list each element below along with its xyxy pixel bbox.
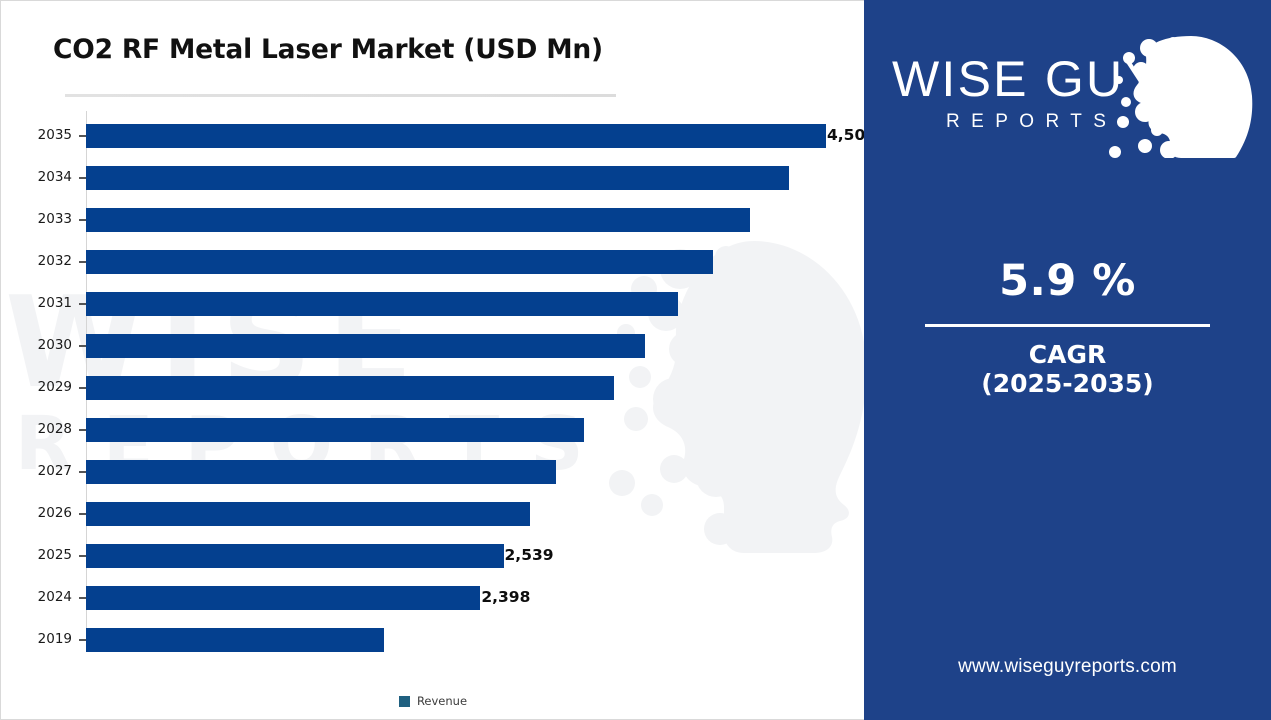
bar-row: 2030 — [1, 325, 864, 367]
bar-value-label: 4,500 — [827, 126, 864, 145]
chart-title: CO2 RF Metal Laser Market (USD Mn) — [53, 34, 603, 65]
bar-2027[interactable] — [86, 460, 557, 484]
bar-2035[interactable] — [86, 124, 826, 148]
bar-row: 2027 — [1, 451, 864, 493]
bar-2031[interactable] — [86, 292, 678, 316]
cagr-divider — [925, 324, 1210, 327]
bar-2030[interactable] — [86, 334, 646, 358]
cagr-period: (2025-2035) — [981, 369, 1154, 399]
chart-panel: WISE REPORTS — [0, 0, 864, 720]
logo-wise-guy-text: WISE GUY — [891, 51, 1161, 107]
cagr-value: 5.9 % — [999, 256, 1136, 306]
bar-2024[interactable] — [86, 586, 481, 610]
company-logo: WISE GUY REPORTS — [864, 36, 1271, 158]
y-axis-tick-label: 2024 — [37, 589, 72, 606]
y-axis-tick-mark — [79, 303, 86, 305]
legend-swatch-revenue — [398, 695, 410, 707]
y-axis-tick-mark — [79, 219, 86, 221]
bar-2029[interactable] — [86, 376, 614, 400]
bar-row: 2032 — [1, 241, 864, 283]
logo-reports-text: REPORTS — [946, 111, 1118, 132]
y-axis-tick-mark — [79, 177, 86, 179]
bar-2019[interactable] — [86, 628, 384, 652]
brand-panel: WISE GUY REPORTS — [864, 0, 1271, 720]
bar-row: 2019 — [1, 619, 864, 661]
bar-row: 2028 — [1, 409, 864, 451]
y-axis-tick-label: 2035 — [37, 127, 72, 144]
chart-legend: Revenue — [1, 694, 864, 708]
y-axis-tick-label: 2032 — [37, 253, 72, 270]
plot-area: 2035 4,500 2034 2033 2032 2031 2030 2029 2028 202… — [1, 111, 864, 656]
bar-2028[interactable] — [86, 418, 585, 442]
y-axis-tick-mark — [79, 555, 86, 557]
bar-2025[interactable] — [86, 544, 504, 568]
bar-row: 2031 — [1, 283, 864, 325]
y-axis-tick-label: 2027 — [37, 463, 72, 480]
bar-2033[interactable] — [86, 208, 751, 232]
y-axis-tick-label: 2025 — [37, 547, 72, 564]
y-axis-tick-label: 2030 — [37, 337, 72, 354]
y-axis-tick-mark — [79, 639, 86, 641]
bar-row: 2029 — [1, 367, 864, 409]
title-divider — [65, 94, 616, 97]
y-axis-tick-label: 2029 — [37, 379, 72, 396]
bar-value-label: 2,539 — [504, 546, 554, 565]
bar-value-label: 2,398 — [481, 588, 531, 607]
y-axis-tick-label: 2026 — [37, 505, 72, 522]
y-axis-tick-mark — [79, 429, 86, 431]
bar-2026[interactable] — [86, 502, 530, 526]
y-axis-tick-mark — [79, 471, 86, 473]
y-axis-tick-mark — [79, 387, 86, 389]
y-axis-tick-mark — [79, 261, 86, 263]
bar-row: 2026 — [1, 493, 864, 535]
bar-row: 2025 2,539 — [1, 535, 864, 577]
y-axis-tick-mark — [79, 597, 86, 599]
y-axis-tick-label: 2028 — [37, 421, 72, 438]
y-axis-tick-label: 2034 — [37, 169, 72, 186]
logo-text: WISE GUY REPORTS — [886, 54, 1166, 131]
y-axis-tick-label: 2019 — [37, 631, 72, 648]
bar-2032[interactable] — [86, 250, 713, 274]
website-url[interactable]: www.wiseguyreports.com — [958, 656, 1177, 677]
cagr-label: CAGR — [1028, 339, 1107, 369]
bar-2034[interactable] — [86, 166, 789, 190]
logo-head-icon — [1109, 36, 1253, 158]
y-axis-tick-label: 2031 — [37, 295, 72, 312]
bar-row: 2024 2,398 — [1, 577, 864, 619]
bar-row: 2035 4,500 — [1, 115, 864, 157]
y-axis-tick-mark — [79, 135, 86, 137]
bar-row: 2033 — [1, 199, 864, 241]
y-axis-tick-mark — [79, 513, 86, 515]
y-axis-tick-label: 2033 — [37, 211, 72, 228]
bar-row: 2034 — [1, 157, 864, 199]
legend-label-revenue: Revenue — [416, 694, 468, 708]
cagr-block: 5.9 % CAGR (2025-2035) — [864, 256, 1271, 399]
y-axis-tick-mark — [79, 345, 86, 347]
